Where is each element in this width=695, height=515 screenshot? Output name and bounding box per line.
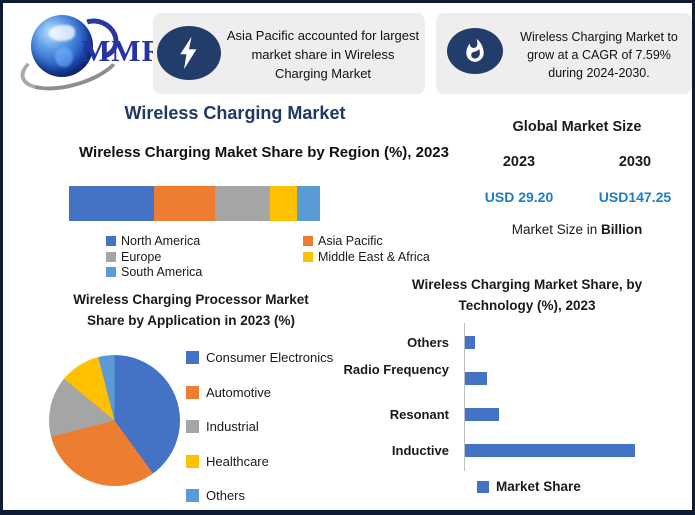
legend-swatch-healthcare	[186, 454, 199, 468]
legend-swatch-europe	[106, 252, 116, 262]
tech-label-inductive: Inductive	[391, 443, 449, 458]
market-size-note: Market Size in Billion	[461, 222, 692, 237]
application-pie-chart	[49, 355, 180, 486]
tech-bar-resonant	[465, 408, 500, 421]
application-pie-legend: Consumer Electronics Automotive Industri…	[186, 349, 333, 504]
legend-label: North America	[121, 234, 201, 248]
globe-icon	[31, 15, 93, 77]
technology-chart-title: Wireless Charging Market Share, by Techn…	[411, 277, 643, 313]
pie-legend-item: Industrial	[186, 418, 333, 435]
logo-text: MMR	[81, 33, 165, 68]
region-bar-segment-2	[214, 186, 270, 221]
legend-swatch-south-america	[106, 267, 116, 277]
legend-swatch-consumer-electronics	[186, 351, 199, 364]
region-bar-segment-3	[269, 186, 298, 221]
pie-legend-item: Automotive	[186, 384, 333, 401]
pie-legend-item: Consumer Electronics	[186, 349, 333, 366]
legend-label: Others	[206, 488, 246, 503]
technology-chart-legend: Market Share	[477, 479, 581, 494]
legend-label: Middle East & Africa	[318, 250, 430, 264]
globe-continent	[49, 25, 75, 41]
market-size-panel: Global Market Size 2023 2030 USD 29.20 U…	[461, 119, 692, 237]
legend-label: Healthcare	[206, 453, 269, 469]
region-bar-segment-4	[297, 186, 320, 221]
legend-label: Market Share	[496, 479, 581, 494]
callout-text: Wireless Charging Market to grow at a CA…	[520, 30, 678, 80]
mmr-logo: MMR	[14, 11, 164, 101]
region-bar-segment-1	[154, 186, 215, 221]
legend-swatch-north-america	[106, 236, 116, 246]
tech-label-others: Others	[407, 335, 449, 350]
legend-swatch-automotive	[186, 385, 199, 399]
pie-legend-item: Others	[186, 487, 333, 504]
technology-chart-axis	[464, 323, 465, 471]
legend-label: South America	[121, 265, 203, 279]
callout-text: Asia Pacific accounted for largest marke…	[226, 28, 420, 81]
tech-bar-inductive	[465, 444, 636, 457]
flame-icon	[447, 28, 503, 74]
market-size-note-bold: Billion	[601, 222, 643, 237]
legend-label: Consumer Electronics	[206, 350, 334, 365]
pie-legend-item: Healthcare	[186, 453, 333, 470]
legend-swatch-middle-east-africa	[303, 252, 313, 262]
region-legend-item: Asia Pacific	[303, 234, 383, 248]
region-legend-item: Middle East & Africa	[303, 250, 430, 264]
page-title: Wireless Charging Market	[124, 103, 346, 123]
tech-bar-radio-frequency	[465, 372, 487, 385]
tech-label-resonant: Resonant	[389, 407, 449, 422]
legend-swatch-industrial	[186, 420, 199, 433]
region-chart-title: Wireless Charging Maket Share by Region …	[79, 144, 449, 161]
region-legend-item: Europe	[106, 250, 161, 264]
application-pie-title: Wireless Charging Processor Market Share…	[73, 292, 309, 328]
market-size-value-2030: USD147.25	[598, 189, 672, 205]
legend-swatch-market-share	[477, 480, 489, 493]
market-size-title: Global Market Size	[512, 119, 642, 135]
tech-label-radio-frequency: Radio Frequency	[343, 362, 449, 377]
globe-continent	[55, 47, 73, 67]
callout-asia-pacific: Asia Pacific accounted for largest marke…	[153, 13, 425, 94]
region-legend-item: South America	[106, 265, 202, 279]
market-size-note-prefix: Market Size in	[511, 222, 602, 237]
callout-cagr: Wireless Charging Market to grow at a CA…	[436, 13, 692, 94]
tech-bar-others	[465, 336, 475, 349]
lightning-bolt-icon	[157, 26, 221, 80]
market-size-year-2023: 2023	[502, 154, 536, 170]
legend-label: Asia Pacific	[318, 234, 383, 248]
region-legend-item: North America	[106, 234, 200, 248]
market-size-value-2023: USD 29.20	[484, 189, 554, 205]
legend-label: Industrial	[206, 419, 259, 434]
legend-swatch-others	[186, 489, 199, 502]
legend-swatch-asia-pacific	[303, 236, 313, 246]
legend-label: Europe	[121, 250, 162, 264]
market-size-year-2030: 2030	[618, 154, 652, 170]
region-stacked-bar	[69, 186, 320, 221]
region-bar-segment-0	[69, 186, 155, 221]
legend-label: Automotive	[206, 384, 272, 400]
